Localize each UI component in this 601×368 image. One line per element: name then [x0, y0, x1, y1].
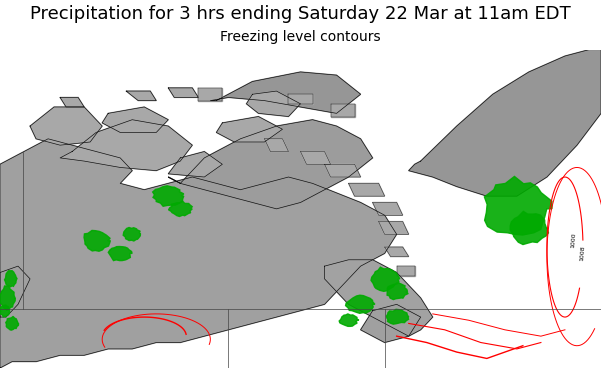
Polygon shape	[346, 295, 375, 313]
Polygon shape	[0, 139, 397, 368]
Polygon shape	[6, 316, 19, 330]
Polygon shape	[60, 120, 192, 171]
Polygon shape	[168, 120, 373, 209]
Polygon shape	[216, 117, 282, 142]
Polygon shape	[126, 91, 156, 100]
Polygon shape	[168, 88, 198, 98]
Polygon shape	[409, 50, 601, 196]
Polygon shape	[153, 186, 184, 206]
Polygon shape	[60, 98, 84, 107]
Polygon shape	[102, 107, 168, 132]
Polygon shape	[198, 88, 222, 100]
Polygon shape	[5, 271, 17, 287]
Text: 1000: 1000	[571, 232, 577, 248]
Polygon shape	[484, 176, 552, 235]
Polygon shape	[0, 266, 30, 317]
Polygon shape	[84, 230, 111, 251]
Polygon shape	[325, 260, 433, 336]
Polygon shape	[325, 164, 361, 177]
Polygon shape	[168, 152, 222, 177]
Polygon shape	[123, 227, 141, 241]
Polygon shape	[288, 94, 313, 104]
Polygon shape	[349, 183, 385, 196]
Text: Precipitation for 3 hrs ending Saturday 22 Mar at 11am EDT: Precipitation for 3 hrs ending Saturday …	[30, 5, 571, 23]
Polygon shape	[385, 247, 409, 256]
Polygon shape	[210, 72, 361, 113]
Polygon shape	[397, 266, 415, 276]
Polygon shape	[30, 107, 102, 145]
Polygon shape	[246, 91, 300, 117]
Polygon shape	[371, 267, 400, 291]
Polygon shape	[300, 152, 331, 164]
Polygon shape	[331, 104, 355, 117]
Polygon shape	[510, 211, 549, 245]
Text: Freezing level contours: Freezing level contours	[220, 30, 381, 44]
Polygon shape	[387, 283, 408, 300]
Polygon shape	[264, 139, 288, 152]
Polygon shape	[373, 202, 403, 215]
Polygon shape	[361, 304, 421, 343]
Polygon shape	[168, 201, 192, 216]
Polygon shape	[339, 314, 359, 326]
Polygon shape	[108, 247, 132, 261]
Text: 1008: 1008	[580, 245, 586, 261]
Polygon shape	[379, 222, 409, 234]
Polygon shape	[0, 286, 15, 310]
Polygon shape	[386, 309, 409, 324]
Polygon shape	[0, 305, 10, 317]
